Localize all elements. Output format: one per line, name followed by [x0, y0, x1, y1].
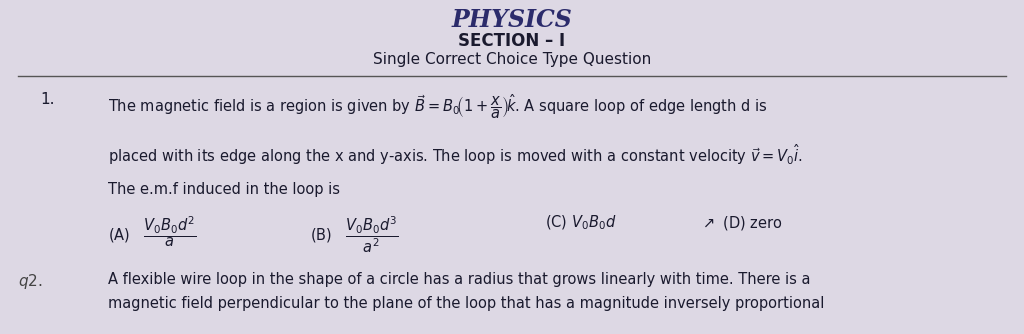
Text: (C) $V_0B_0d$: (C) $V_0B_0d$: [545, 214, 616, 232]
Text: 1.: 1.: [40, 92, 54, 107]
Text: PHYSICS: PHYSICS: [452, 8, 572, 32]
Text: placed with its edge along the x and y-axis. The loop is moved with a constant v: placed with its edge along the x and y-a…: [108, 142, 803, 167]
Text: magnetic field perpendicular to the plane of the loop that has a magnitude inver: magnetic field perpendicular to the plan…: [108, 296, 824, 311]
Text: (B)   $\dfrac{V_0B_0d^3}{a^2}$: (B) $\dfrac{V_0B_0d^3}{a^2}$: [310, 214, 398, 255]
Text: (A)   $\dfrac{V_0B_0d^2}{a}$: (A) $\dfrac{V_0B_0d^2}{a}$: [108, 214, 197, 249]
Text: $\nearrow$ (D) zero: $\nearrow$ (D) zero: [700, 214, 782, 232]
Text: A flexible wire loop in the shape of a circle has a radius that grows linearly w: A flexible wire loop in the shape of a c…: [108, 272, 811, 287]
Text: $\mathit{q}$2.: $\mathit{q}$2.: [18, 272, 43, 291]
Text: The e.m.f induced in the loop is: The e.m.f induced in the loop is: [108, 182, 340, 197]
Text: SECTION – I: SECTION – I: [459, 32, 565, 50]
Text: Single Correct Choice Type Question: Single Correct Choice Type Question: [373, 52, 651, 67]
Text: The magnetic field is a region is given by $\vec{B}=B_0\!\left(1+\dfrac{x}{a}\ri: The magnetic field is a region is given …: [108, 92, 768, 121]
